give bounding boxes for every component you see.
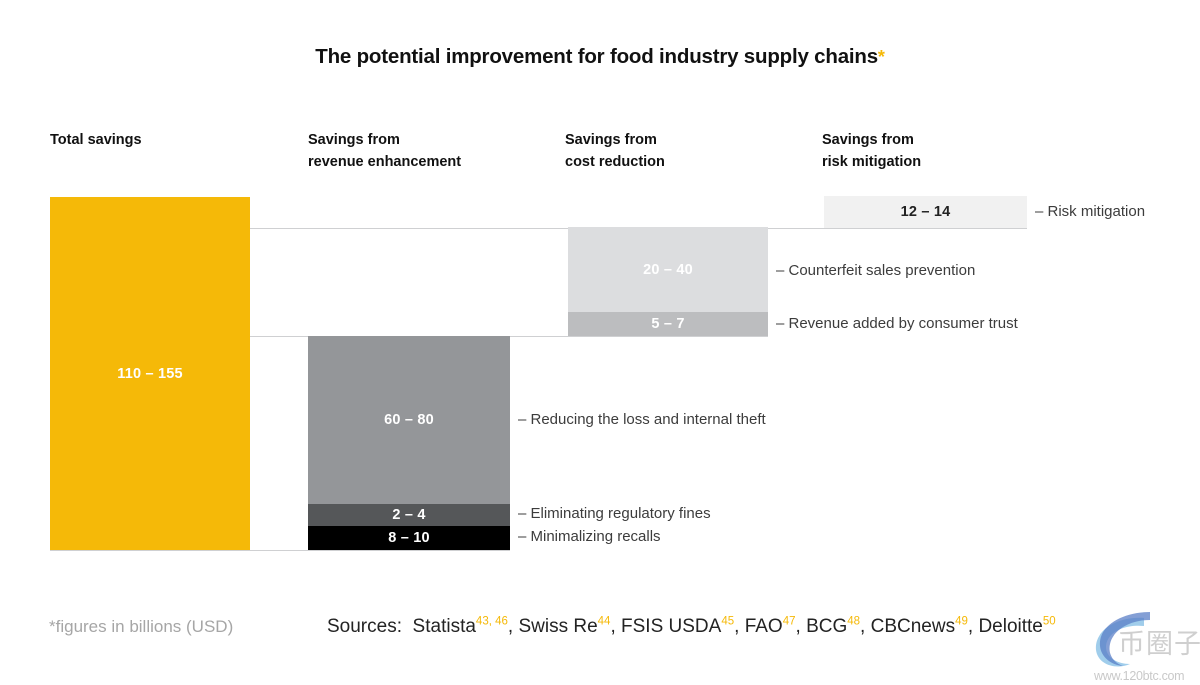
source-reference: 50 xyxy=(1042,615,1056,628)
bar-total-savings[interactable]: 110 – 155 xyxy=(50,197,250,550)
source-name: Deloitte xyxy=(978,616,1043,637)
bar-minimalizing-recalls[interactable]: 8 – 10 xyxy=(308,526,510,550)
title-asterisk: * xyxy=(877,47,885,67)
callout-label-recalls: – Minimalizing recalls xyxy=(518,528,661,545)
bar-value-loss-theft: 60 – 80 xyxy=(384,412,434,428)
bar-eliminating-regulatory-fines[interactable]: 2 – 4 xyxy=(308,504,510,526)
column-header-risk-mitigation: Savings from risk mitigation xyxy=(822,132,922,170)
source-reference: 43, 46 xyxy=(475,615,508,628)
page-title: The potential improvement for food indus… xyxy=(0,45,1200,69)
sources-list: Statista43, 46, Swiss Re44, FSIS USDA45,… xyxy=(413,616,1056,637)
sources-label: Sources: xyxy=(327,616,402,637)
bar-value-risk-mitigation: 12 – 14 xyxy=(900,204,951,220)
source-item: Statista43, 46 xyxy=(413,616,508,637)
source-name: Statista xyxy=(412,616,476,637)
callout-label-regulatory-fines: – Eliminating regulatory fines xyxy=(518,505,711,522)
source-item: FSIS USDA45 xyxy=(621,616,734,637)
watermark-brand: 币圈子 xyxy=(1118,629,1200,659)
connector-line-base xyxy=(50,550,510,551)
column-header-total-savings: Total savings xyxy=(50,132,142,148)
column-header-revenue-enhancement: Savings from revenue enhancement xyxy=(308,132,462,170)
connector-line-risk xyxy=(50,228,1027,229)
source-separator: , xyxy=(795,616,807,637)
callout-label-loss-and-theft: – Reducing the loss and internal theft xyxy=(518,411,766,428)
source-reference: 48 xyxy=(847,615,861,628)
source-separator: , xyxy=(967,616,979,637)
source-item: CBCnews49 xyxy=(871,616,968,637)
source-name: Swiss Re xyxy=(518,616,598,637)
bar-reducing-loss-and-internal-theft[interactable]: 60 – 80 xyxy=(308,336,510,504)
source-item: Swiss Re44 xyxy=(518,616,610,637)
source-item: BCG48 xyxy=(806,616,860,637)
source-item: FAO47 xyxy=(745,616,796,637)
source-separator: , xyxy=(860,616,871,637)
bar-value-total-savings: 110 – 155 xyxy=(117,365,183,382)
bar-value-recalls: 8 – 10 xyxy=(388,530,430,546)
bar-value-consumer-trust: 5 – 7 xyxy=(651,316,685,332)
source-item: Deloitte50 xyxy=(978,616,1055,637)
source-separator: , xyxy=(734,616,745,637)
bar-counterfeit-sales-prevention[interactable]: 20 – 40 xyxy=(568,227,768,312)
source-name: CBCnews xyxy=(870,616,956,637)
page-title-text: The potential improvement for food indus… xyxy=(315,45,878,68)
source-name: FAO xyxy=(744,616,783,637)
bar-value-counterfeit: 20 – 40 xyxy=(643,261,693,278)
source-reference: 45 xyxy=(721,615,735,628)
watermark-url: www.120btc.com xyxy=(1094,669,1185,683)
callout-label-counterfeit-prevention: – Counterfeit sales prevention xyxy=(776,262,976,279)
column-header-cost-reduction: Savings from cost reduction xyxy=(565,132,665,170)
bar-risk-mitigation[interactable]: 12 – 14 xyxy=(824,196,1027,228)
source-reference: 49 xyxy=(955,615,968,628)
watermark-swoosh-icon xyxy=(1095,612,1150,667)
source-reference: 44 xyxy=(597,615,611,628)
source-reference: 47 xyxy=(782,615,796,628)
watermark: 币圈子 www.120btc.com xyxy=(1088,606,1200,685)
callout-label-risk-mitigation: – Risk mitigation xyxy=(1035,203,1146,220)
source-separator: , xyxy=(610,616,622,637)
bar-revenue-added-by-consumer-trust[interactable]: 5 – 7 xyxy=(568,312,768,336)
source-name: FSIS USDA xyxy=(621,616,722,637)
callout-label-consumer-trust: – Revenue added by consumer trust xyxy=(776,315,1018,332)
footnote-figures-unit: *figures in billions (USD) xyxy=(49,617,234,636)
bar-value-regulatory-fines: 2 – 4 xyxy=(392,507,426,523)
sources-line: Sources: Statista43, 46, Swiss Re44, FSI… xyxy=(327,616,1056,638)
source-name: BCG xyxy=(806,616,848,637)
source-separator: , xyxy=(507,616,519,637)
